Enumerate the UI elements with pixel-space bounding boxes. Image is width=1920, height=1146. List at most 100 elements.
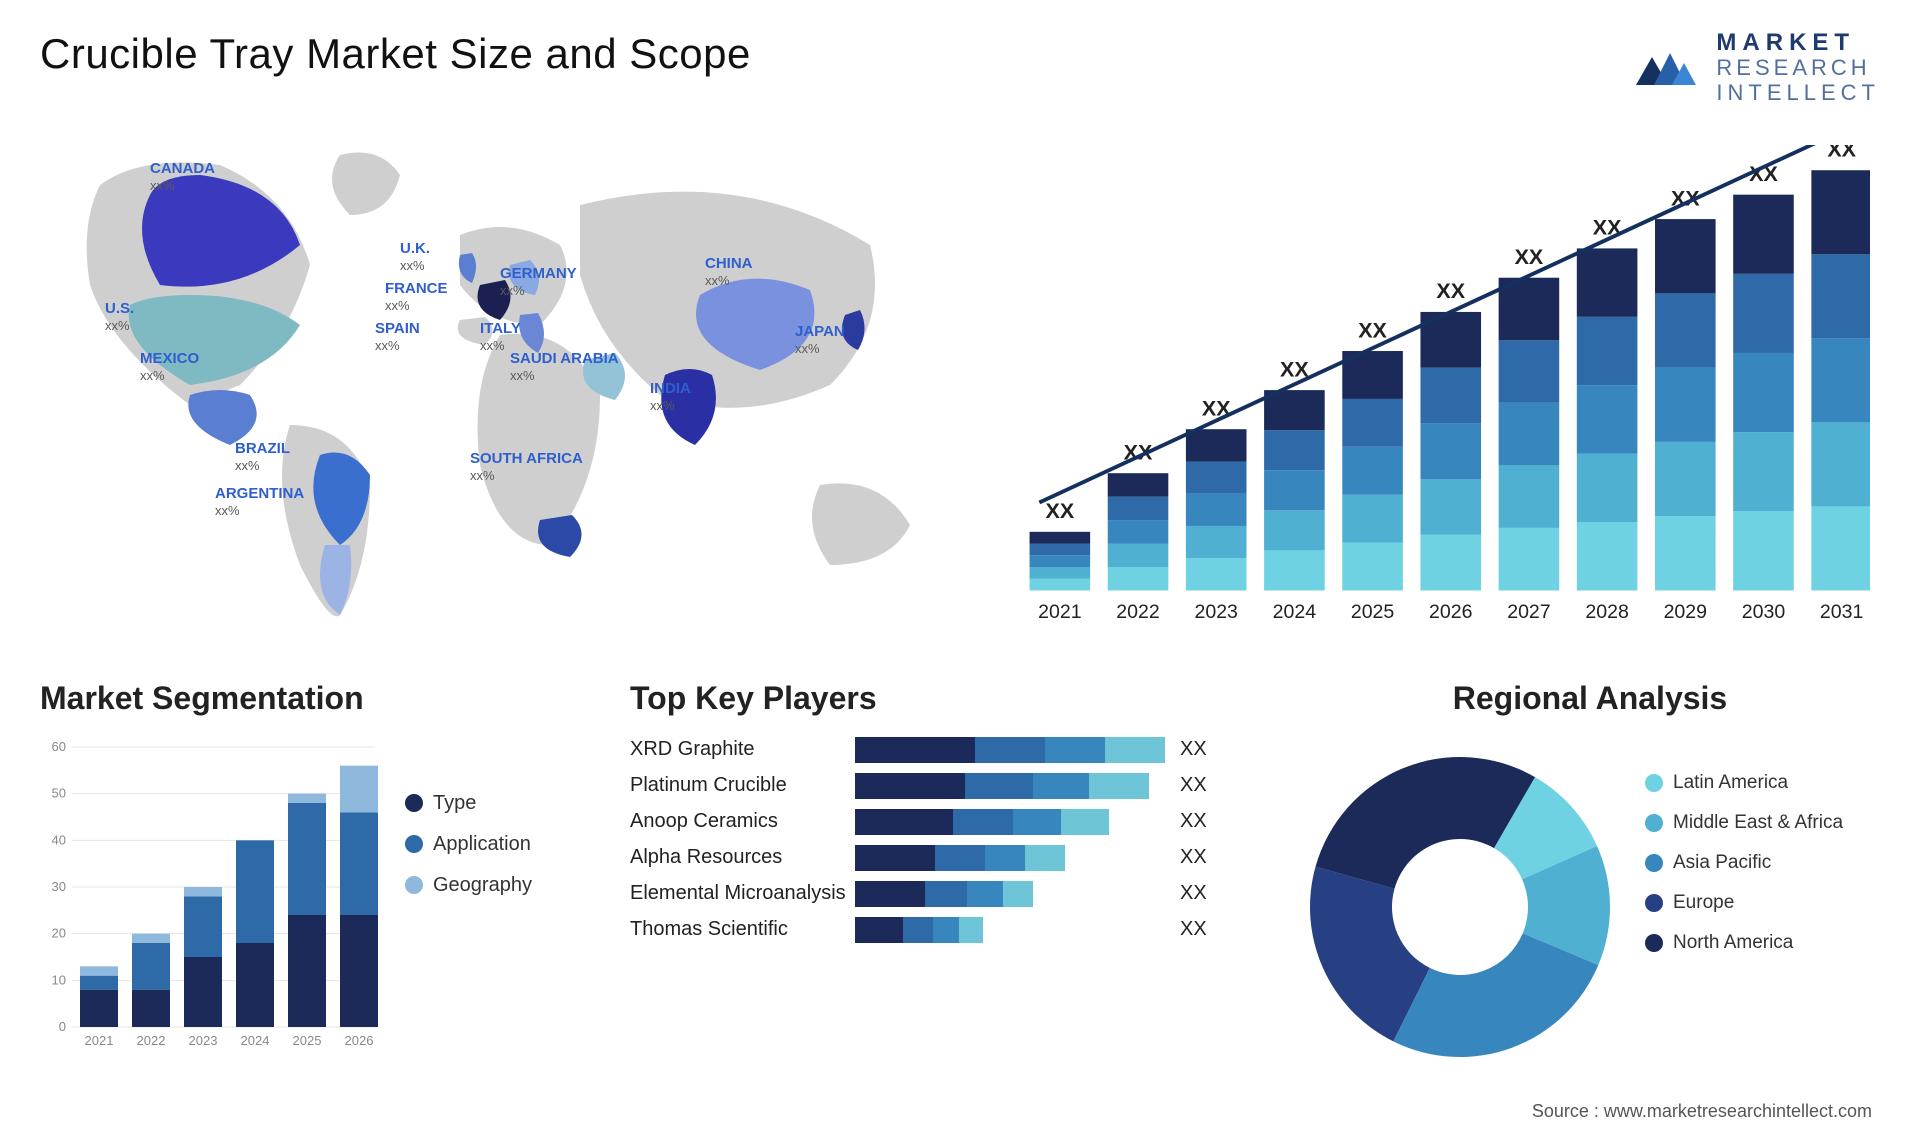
logo-text-3: INTELLECT [1716, 81, 1880, 105]
bar-segment [1003, 881, 1033, 907]
svg-text:2023: 2023 [1194, 601, 1237, 623]
legend-swatch [405, 876, 423, 894]
key-player-label: Platinum Crucible [630, 774, 855, 797]
svg-text:2024: 2024 [241, 1033, 270, 1048]
map-label: INDIAxx% [650, 380, 691, 415]
svg-text:2024: 2024 [1273, 601, 1317, 623]
svg-text:XX: XX [1515, 245, 1544, 269]
svg-text:0: 0 [59, 1019, 66, 1034]
regional-section: Regional Analysis Latin America Middle Ea… [1300, 680, 1880, 1057]
svg-text:2021: 2021 [1038, 601, 1081, 623]
regional-title: Regional Analysis [1300, 680, 1880, 717]
svg-text:2027: 2027 [1507, 601, 1550, 623]
map-label: FRANCExx% [385, 280, 448, 315]
svg-text:20: 20 [52, 925, 66, 940]
key-player-label: Anoop Ceramics [630, 810, 855, 833]
legend-swatch [405, 794, 423, 812]
bar-segment [935, 845, 985, 871]
segmentation-legend: Type Application Geography [405, 737, 532, 1057]
map-label: GERMANYxx% [500, 265, 577, 300]
legend-swatch [1645, 814, 1663, 832]
bar-segment [855, 845, 935, 871]
legend-swatch [405, 835, 423, 853]
svg-text:2022: 2022 [137, 1033, 166, 1048]
svg-text:2031: 2031 [1820, 601, 1863, 623]
bar-segment [925, 881, 967, 907]
svg-text:2025: 2025 [293, 1033, 322, 1048]
svg-text:50: 50 [52, 785, 66, 800]
map-label: U.K.xx% [400, 240, 430, 275]
bar-segment [1033, 773, 1089, 799]
regional-donut [1300, 737, 1620, 1057]
legend-swatch [1645, 894, 1663, 912]
key-player-value: XX [1180, 846, 1207, 869]
bar-segment [933, 917, 959, 943]
key-player-value: XX [1180, 882, 1207, 905]
key-player-bar [855, 881, 1165, 907]
legend-label: Application [433, 833, 531, 856]
map-label: CANADAxx% [150, 160, 215, 195]
svg-text:XX: XX [1045, 499, 1074, 523]
legend-item: North America [1645, 932, 1843, 954]
svg-text:2028: 2028 [1585, 601, 1629, 623]
legend-item: Asia Pacific [1645, 852, 1843, 874]
legend-item: Europe [1645, 892, 1843, 914]
map-label: MEXICOxx% [140, 350, 199, 385]
bar-segment [959, 917, 983, 943]
key-player-row: Thomas Scientific XX [630, 917, 1270, 943]
segmentation-title: Market Segmentation [40, 680, 600, 717]
legend-label: Type [433, 792, 476, 815]
svg-text:2025: 2025 [1351, 601, 1395, 623]
map-label: JAPANxx% [795, 323, 845, 358]
key-player-value: XX [1180, 738, 1207, 761]
key-player-bar [855, 737, 1165, 763]
logo-icon [1634, 39, 1702, 95]
map-label: U.S.xx% [105, 300, 134, 335]
bar-segment [967, 881, 1003, 907]
map-label: CHINAxx% [705, 255, 753, 290]
svg-text:XX: XX [1436, 279, 1465, 303]
legend-item: Middle East & Africa [1645, 812, 1843, 834]
legend-label: Latin America [1673, 772, 1788, 794]
svg-text:2026: 2026 [1429, 601, 1472, 623]
key-player-row: Anoop CeramicsXX [630, 809, 1270, 835]
legend-swatch [1645, 854, 1663, 872]
bar-segment [985, 845, 1025, 871]
map-label: SPAINxx% [375, 320, 420, 355]
bar-segment [855, 917, 903, 943]
world-map: CANADAxx%U.S.xx%MEXICOxx%BRAZILxx%ARGENT… [40, 125, 960, 645]
bar-segment [1045, 737, 1105, 763]
svg-text:2030: 2030 [1742, 601, 1786, 623]
svg-text:10: 10 [52, 972, 66, 987]
key-player-bar [855, 773, 1165, 799]
legend-item: Geography [405, 874, 532, 897]
svg-text:2021: 2021 [85, 1033, 114, 1048]
segmentation-section: Market Segmentation 01020304050602021202… [40, 680, 600, 1057]
key-player-label: Thomas Scientific [630, 918, 855, 941]
bar-segment [855, 881, 925, 907]
key-player-value: XX [1180, 918, 1207, 941]
bar-segment [1105, 737, 1165, 763]
key-players-title: Top Key Players [630, 680, 1270, 717]
world-map-svg [40, 125, 960, 645]
bar-segment [965, 773, 1033, 799]
key-player-row: Platinum Crucible XX [630, 773, 1270, 799]
legend-label: Asia Pacific [1673, 852, 1771, 874]
map-label: SOUTH AFRICAxx% [470, 450, 583, 485]
svg-text:XX: XX [1827, 145, 1856, 162]
svg-text:XX: XX [1358, 318, 1387, 342]
svg-text:2029: 2029 [1664, 601, 1707, 623]
svg-text:40: 40 [52, 832, 66, 847]
bar-segment [1013, 809, 1061, 835]
key-player-row: XRD GraphiteXX [630, 737, 1270, 763]
legend-item: Type [405, 792, 532, 815]
bar-segment [903, 917, 933, 943]
legend-item: Application [405, 833, 532, 856]
bar-segment [855, 809, 953, 835]
source-text: Source : www.marketresearchintellect.com [1532, 1101, 1872, 1122]
bar-segment [855, 737, 975, 763]
key-player-value: XX [1180, 774, 1207, 797]
legend-label: Europe [1673, 892, 1734, 914]
map-label: BRAZILxx% [235, 440, 290, 475]
svg-text:30: 30 [52, 879, 66, 894]
